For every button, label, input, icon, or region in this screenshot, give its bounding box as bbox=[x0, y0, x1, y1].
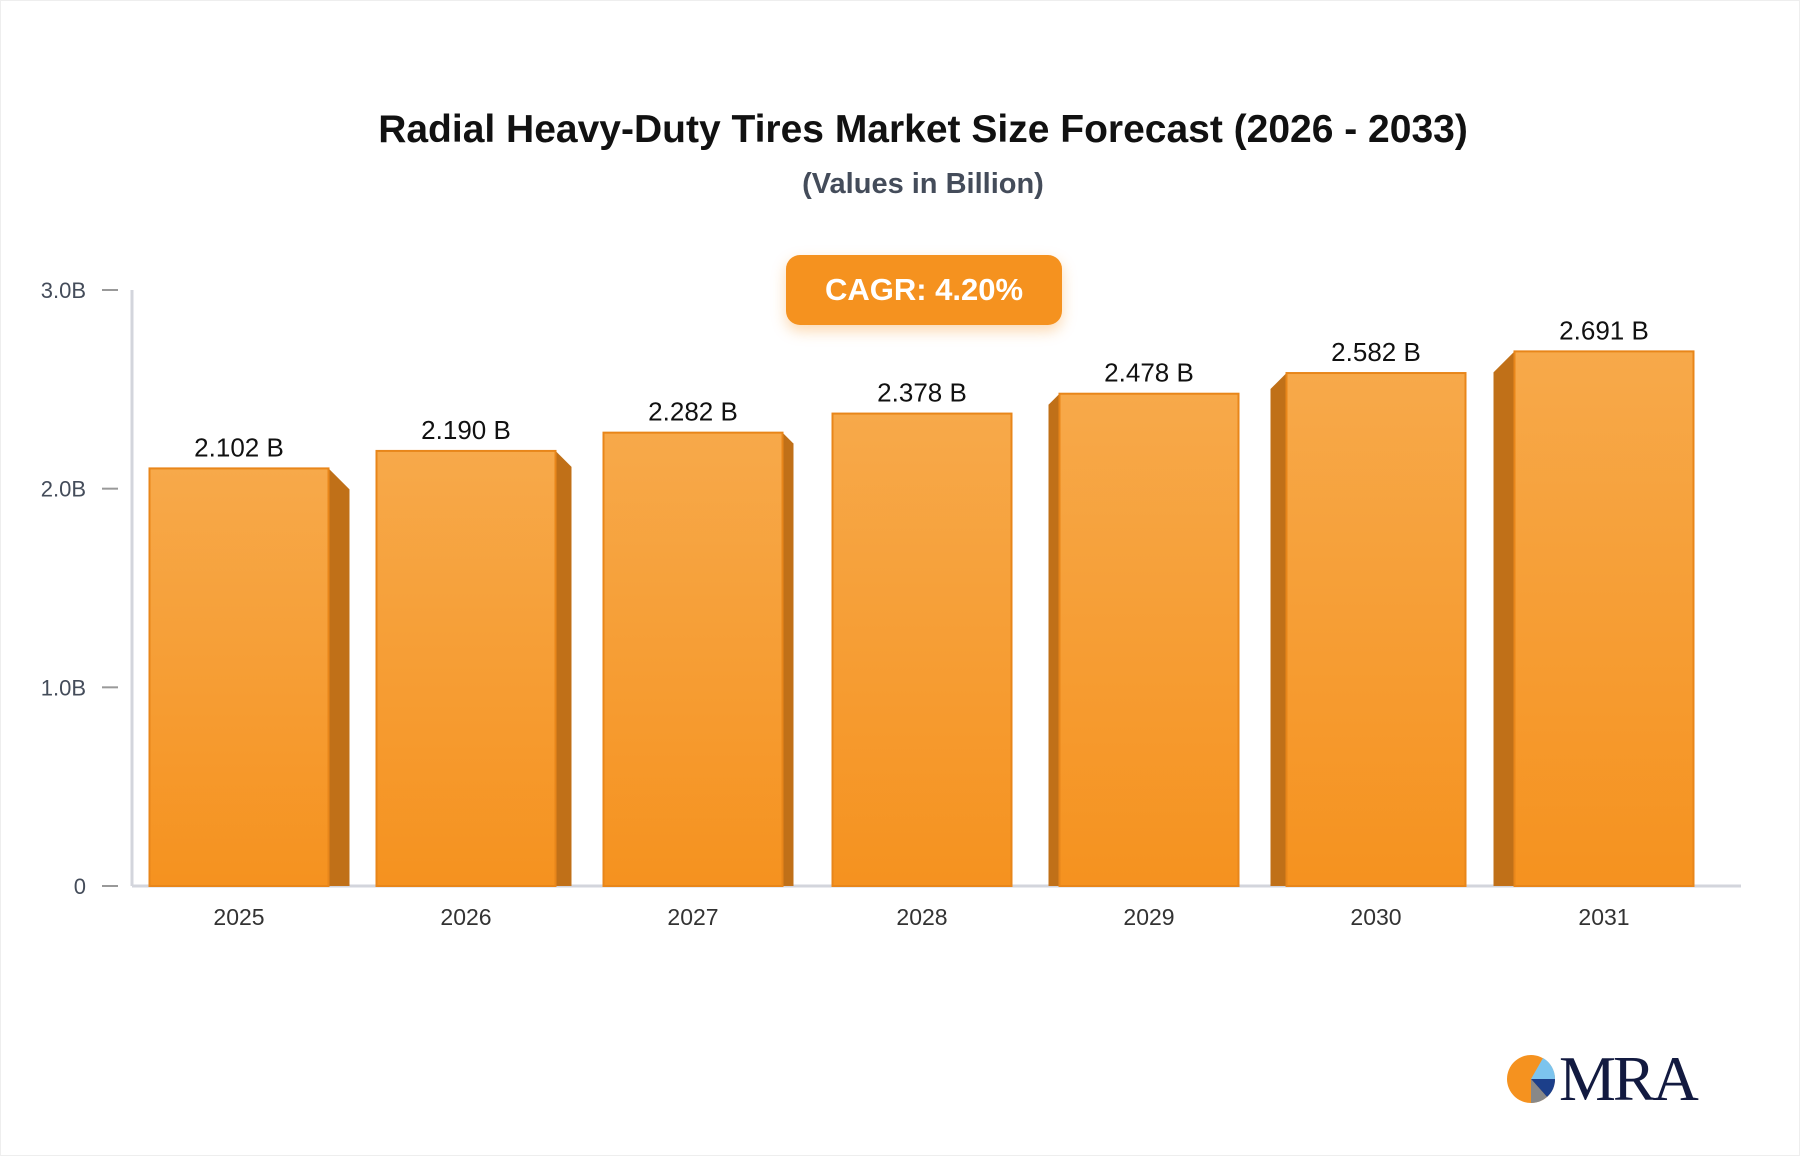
bar-side bbox=[328, 468, 350, 886]
pie-logo-icon bbox=[1507, 1055, 1556, 1104]
bar bbox=[148, 467, 330, 887]
bar-side bbox=[782, 432, 794, 886]
x-tick-label: 2026 bbox=[440, 904, 491, 930]
x-tick-label: 2025 bbox=[213, 904, 264, 930]
x-tick-label: 2031 bbox=[1578, 904, 1629, 930]
y-tick-label: 3.0B bbox=[41, 278, 86, 303]
x-tick-label: 2030 bbox=[1350, 904, 1401, 930]
bar-value-label: 2.102 B bbox=[194, 432, 284, 462]
bar bbox=[1285, 372, 1467, 887]
bar-value-label: 2.190 B bbox=[421, 415, 511, 445]
bar bbox=[375, 449, 557, 887]
chart-title: Radial Heavy-Duty Tires Market Size Fore… bbox=[378, 108, 1468, 151]
bar bbox=[602, 431, 784, 887]
y-tick-label: 0 bbox=[74, 874, 86, 899]
cagr-badge: CAGR: 4.20% bbox=[786, 255, 1062, 325]
bar-side bbox=[1493, 351, 1515, 886]
logo-text: MRA bbox=[1559, 1043, 1699, 1114]
bar-side bbox=[555, 450, 572, 886]
bar bbox=[1513, 350, 1695, 887]
y-tick-label: 2.0B bbox=[41, 477, 86, 502]
x-tick-label: 2029 bbox=[1123, 904, 1174, 930]
bar-value-label: 2.478 B bbox=[1104, 358, 1194, 388]
bar bbox=[1058, 392, 1240, 887]
y-tick-label: 1.0B bbox=[41, 675, 86, 700]
mra-logo: MRA bbox=[1505, 1042, 1699, 1116]
bar-side bbox=[1048, 393, 1060, 886]
x-tick-label: 2027 bbox=[667, 904, 718, 930]
bar-value-label: 2.282 B bbox=[648, 397, 738, 427]
bar-side bbox=[1270, 373, 1287, 886]
x-tick-label: 2028 bbox=[896, 904, 947, 930]
bar bbox=[831, 412, 1013, 887]
bar-value-label: 2.378 B bbox=[877, 378, 967, 408]
bar-value-label: 2.582 B bbox=[1331, 337, 1421, 367]
chart-subtitle: (Values in Billion) bbox=[802, 168, 1044, 200]
bar-value-label: 2.691 B bbox=[1559, 315, 1649, 345]
